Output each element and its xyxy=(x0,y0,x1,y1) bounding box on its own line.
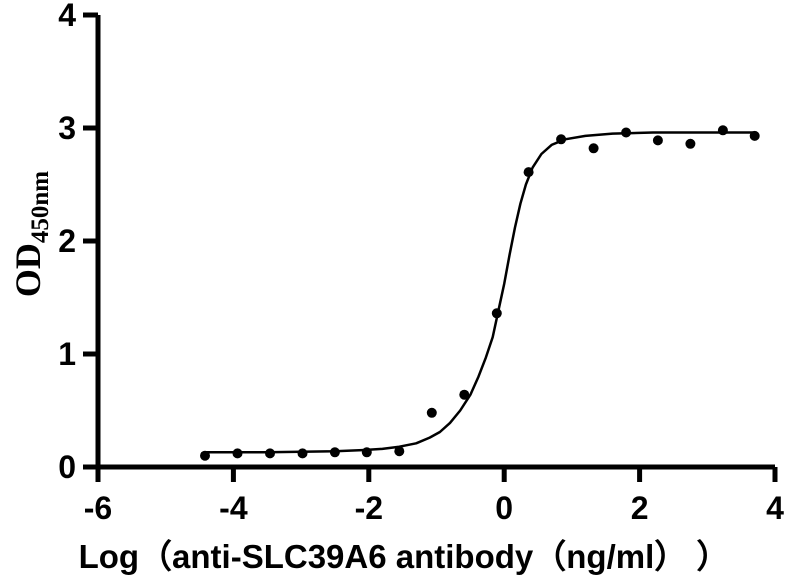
data-point xyxy=(232,448,243,459)
y-axis-title-main: OD xyxy=(8,243,48,297)
data-points xyxy=(200,125,760,461)
fit-curve xyxy=(205,131,755,454)
data-point xyxy=(297,448,308,459)
x-tick-label: 4 xyxy=(766,490,784,526)
data-point xyxy=(459,389,470,400)
data-point xyxy=(329,447,340,458)
y-tick-label: 0 xyxy=(58,449,76,485)
x-tick-label: -4 xyxy=(219,490,248,526)
data-point xyxy=(621,127,632,138)
x-tick-label: -2 xyxy=(355,490,383,526)
y-tick-label: 1 xyxy=(58,336,76,372)
y-tick-label: 3 xyxy=(58,110,76,146)
x-tick-label: 2 xyxy=(631,490,649,526)
data-point xyxy=(717,125,728,136)
y-axis-title: OD450nm xyxy=(8,171,54,297)
data-point xyxy=(749,130,760,141)
x-tick-label: -6 xyxy=(84,490,112,526)
x-axis-title: Log（anti-SLC39A6 antibody（ng/ml） ） xyxy=(79,538,730,575)
data-point xyxy=(394,446,405,457)
x-tick-label: 0 xyxy=(495,490,513,526)
fit-curve-path xyxy=(205,131,755,454)
data-point xyxy=(200,450,210,461)
y-tick-label: 2 xyxy=(58,223,76,259)
data-point xyxy=(265,448,275,459)
data-point xyxy=(491,308,502,319)
axes xyxy=(95,15,775,470)
y-axis-title-subscript: 450nm xyxy=(27,171,54,243)
data-point xyxy=(556,134,567,145)
data-point xyxy=(523,167,534,178)
y-axis-ticks: 0 1 2 3 4 xyxy=(58,0,98,485)
data-point xyxy=(652,135,663,146)
data-point xyxy=(426,407,437,418)
y-tick-label: 4 xyxy=(58,0,76,33)
data-point xyxy=(685,138,696,149)
data-point xyxy=(361,447,372,458)
x-axis-ticks: -6 -4 -2 0 2 4 xyxy=(84,467,784,526)
data-point xyxy=(588,143,599,154)
